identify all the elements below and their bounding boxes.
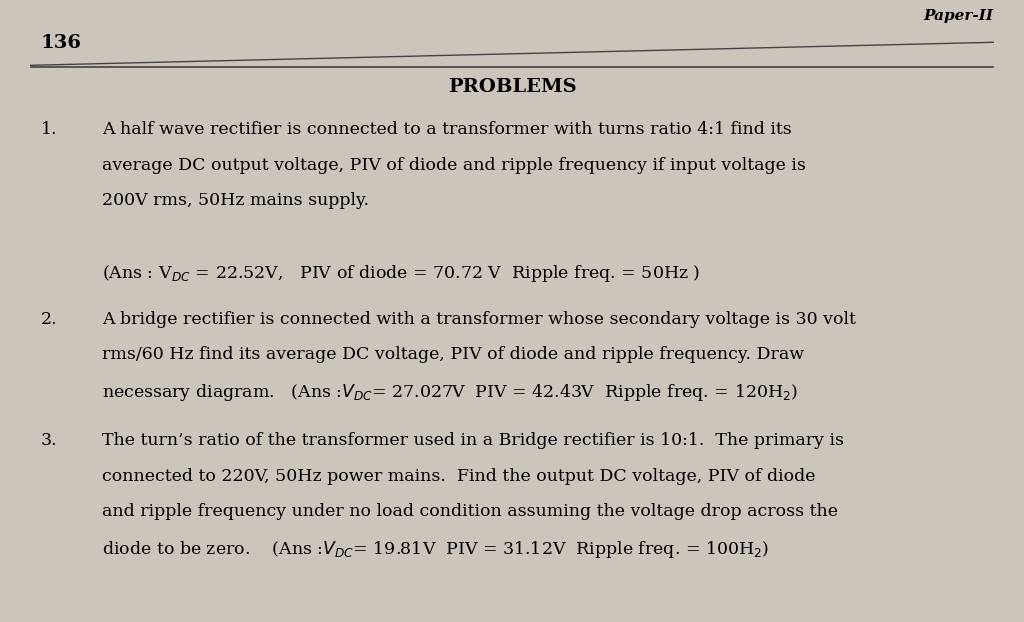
Text: and ripple frequency under no load condition assuming the voltage drop across th: and ripple frequency under no load condi…: [102, 503, 839, 520]
Text: diode to be zero.    (Ans :$V_{DC}$= 19.81V  PIV = 31.12V  Ripple freq. = 100H$_: diode to be zero. (Ans :$V_{DC}$= 19.81V…: [102, 539, 770, 560]
Text: 2.: 2.: [41, 311, 57, 328]
Text: PROBLEMS: PROBLEMS: [447, 78, 577, 96]
Text: 200V rms, 50Hz mains supply.: 200V rms, 50Hz mains supply.: [102, 192, 370, 209]
Text: (Ans : V$_{DC}$ = 22.52V,   PIV of diode = 70.72 V  Ripple freq. = 50Hz ): (Ans : V$_{DC}$ = 22.52V, PIV of diode =…: [102, 263, 700, 284]
Text: 3.: 3.: [41, 432, 57, 449]
Text: The turn’s ratio of the transformer used in a Bridge rectifier is 10:1.  The pri: The turn’s ratio of the transformer used…: [102, 432, 845, 449]
Text: 136: 136: [41, 34, 82, 52]
Text: Paper-II: Paper-II: [924, 9, 993, 24]
Text: rms/60 Hz find its average DC voltage, PIV of diode and ripple frequency. Draw: rms/60 Hz find its average DC voltage, P…: [102, 346, 805, 363]
Text: necessary diagram.   (Ans :$V_{DC}$= 27.027V  PIV = 42.43V  Ripple freq. = 120H$: necessary diagram. (Ans :$V_{DC}$= 27.02…: [102, 382, 799, 403]
Text: 1.: 1.: [41, 121, 57, 138]
Text: A bridge rectifier is connected with a transformer whose secondary voltage is 30: A bridge rectifier is connected with a t…: [102, 311, 856, 328]
Text: connected to 220V, 50Hz power mains.  Find the output DC voltage, PIV of diode: connected to 220V, 50Hz power mains. Fin…: [102, 468, 816, 485]
Text: A half wave rectifier is connected to a transformer with turns ratio 4:1 find it: A half wave rectifier is connected to a …: [102, 121, 793, 138]
Text: average DC output voltage, PIV of diode and ripple frequency if input voltage is: average DC output voltage, PIV of diode …: [102, 157, 806, 174]
